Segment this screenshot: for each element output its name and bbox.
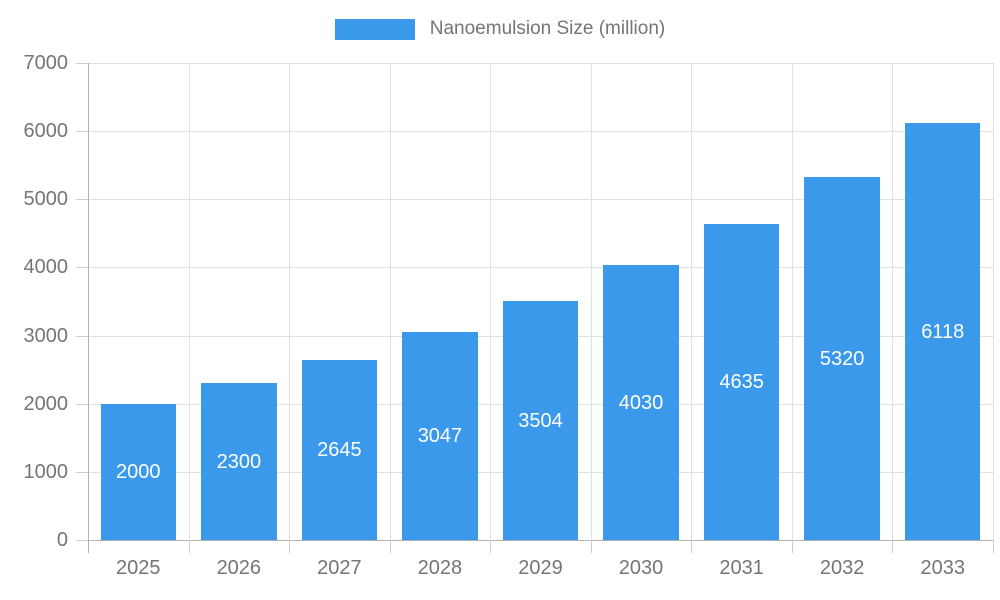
y-axis-line: [88, 63, 89, 553]
x-axis-tick-label: 2028: [417, 557, 463, 579]
y-tick: [76, 131, 88, 133]
x-gridline: [188, 63, 190, 540]
x-gridline: [289, 63, 291, 540]
bar-value-label: 2645: [317, 438, 362, 461]
legend-label: Nanoemulsion Size (million): [429, 18, 666, 39]
y-axis-tick-label: 4000: [23, 256, 69, 279]
bar-value-label: 6118: [921, 320, 965, 343]
x-gridline: [993, 63, 994, 540]
x-tick: [289, 540, 291, 553]
y-axis-tick-label: 3000: [23, 324, 69, 347]
bar[interactable]: 2645: [301, 359, 378, 540]
y-tick: [76, 403, 88, 405]
bar-value-label: 4635: [719, 371, 764, 394]
bar[interactable]: 6118: [905, 123, 981, 540]
x-gridline: [590, 63, 592, 540]
bar-value-label: 4030: [618, 391, 664, 414]
y-axis-tick-label: 2000: [23, 392, 69, 415]
x-tick: [389, 540, 391, 553]
y-gridline: [88, 63, 993, 64]
bar-value-label: 2300: [216, 450, 262, 473]
bar[interactable]: 2000: [100, 403, 176, 540]
x-gridline: [490, 63, 492, 540]
x-tick: [590, 540, 592, 553]
y-tick: [76, 63, 88, 64]
bar[interactable]: 3047: [402, 332, 478, 540]
x-axis-tick-label: 2033: [920, 557, 965, 579]
plot-area: 2000 2300 2645 3047 3504 4030 4635 5320 6118: [88, 63, 994, 540]
x-tick: [691, 540, 693, 553]
bar[interactable]: 2300: [201, 383, 277, 540]
y-tick: [76, 540, 88, 541]
y-tick: [76, 199, 88, 201]
bar[interactable]: 4635: [703, 224, 780, 540]
bar-value-label: 3504: [518, 409, 563, 432]
y-gridline: [88, 199, 993, 201]
x-gridline: [691, 63, 693, 540]
x-axis-tick-label: 2029: [518, 557, 563, 579]
x-tick: [188, 540, 190, 553]
y-axis-tick-label: 0: [56, 529, 68, 551]
x-axis-tick-label: 2027: [317, 557, 362, 579]
y-tick: [76, 267, 88, 269]
y-tick: [76, 471, 88, 473]
x-tick: [993, 540, 994, 553]
x-tick: [791, 540, 793, 553]
x-axis-tick-label: 2026: [216, 557, 262, 579]
y-axis-tick-label: 1000: [23, 460, 69, 483]
y-axis-tick-label: 7000: [23, 52, 69, 74]
y-gridline: [88, 267, 993, 269]
x-gridline: [389, 63, 391, 540]
y-axis-tick-label: 5000: [23, 188, 69, 211]
x-tick: [892, 540, 894, 553]
bar[interactable]: 3504: [502, 301, 579, 540]
bar-value-label: 3047: [417, 425, 463, 448]
y-gridline: [88, 131, 993, 133]
x-axis-line: [88, 540, 993, 541]
x-gridline: [892, 63, 894, 540]
bar[interactable]: 5320: [804, 177, 880, 540]
bar-value-label: 2000: [116, 460, 161, 483]
legend-swatch-icon: [334, 18, 415, 40]
legend[interactable]: Nanoemulsion Size (million): [0, 18, 1000, 40]
bar-value-label: 5320: [819, 347, 865, 370]
x-axis-tick-label: 2032: [819, 557, 865, 579]
y-tick: [76, 335, 88, 337]
x-axis-tick-label: 2030: [618, 557, 664, 579]
x-tick: [490, 540, 492, 553]
bar[interactable]: 4030: [603, 265, 679, 540]
x-axis-tick-label: 2031: [719, 557, 764, 579]
x-gridline: [791, 63, 793, 540]
x-axis-tick-label: 2025: [116, 557, 161, 579]
y-axis-tick-label: 6000: [23, 120, 69, 143]
